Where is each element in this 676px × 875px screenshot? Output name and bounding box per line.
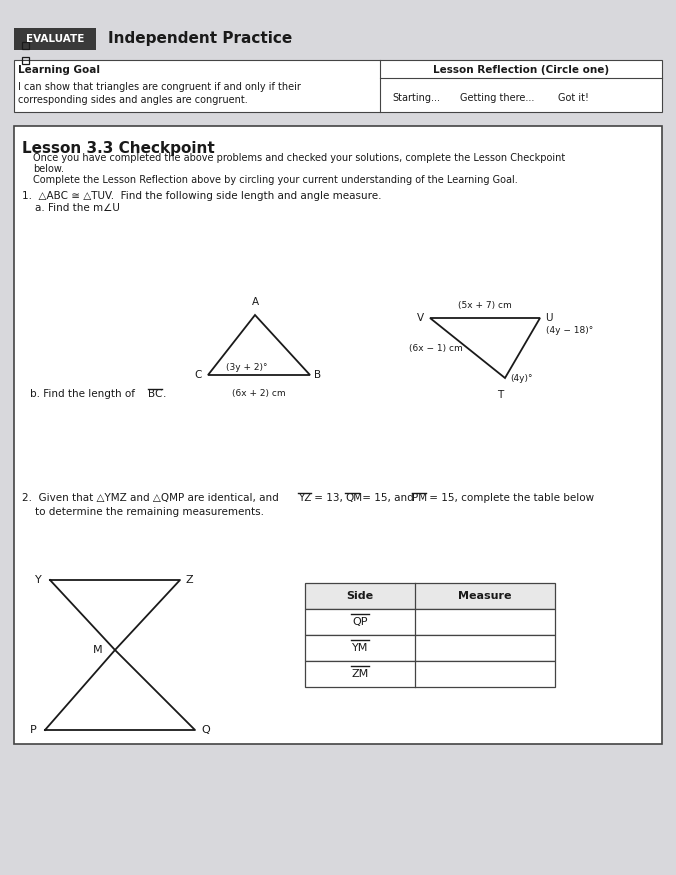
- Bar: [305, 609, 555, 635]
- Text: (6x − 1) cm: (6x − 1) cm: [409, 344, 462, 353]
- Text: = 15, complete the table below: = 15, complete the table below: [426, 493, 594, 503]
- Text: P: P: [30, 725, 37, 735]
- Text: Complete the Lesson Reflection above by circling your current understanding of t: Complete the Lesson Reflection above by …: [33, 175, 518, 185]
- Text: EVALUATE: EVALUATE: [26, 34, 84, 44]
- Text: Getting there...: Getting there...: [460, 93, 534, 103]
- Text: Learning Goal: Learning Goal: [18, 65, 100, 75]
- Text: Once you have completed the above problems and checked your solutions, complete : Once you have completed the above proble…: [33, 153, 565, 163]
- Text: A: A: [251, 297, 258, 307]
- Text: to determine the remaining measurements.: to determine the remaining measurements.: [22, 507, 264, 517]
- Bar: [22, 57, 29, 64]
- Text: ZM: ZM: [352, 669, 368, 679]
- Bar: [305, 583, 555, 609]
- Bar: [22, 41, 29, 48]
- Text: I can show that triangles are congruent if and only if their: I can show that triangles are congruent …: [18, 82, 301, 92]
- Text: below.: below.: [33, 164, 64, 174]
- Text: (3y + 2)°: (3y + 2)°: [226, 363, 268, 372]
- Text: Side: Side: [346, 591, 374, 601]
- Text: 2.  Given that △YMZ and △QMP are identical, and: 2. Given that △YMZ and △QMP are identica…: [22, 493, 282, 503]
- Text: Q: Q: [201, 725, 210, 735]
- Text: Lesson Reflection (Circle one): Lesson Reflection (Circle one): [433, 65, 609, 75]
- Text: PM: PM: [412, 493, 427, 503]
- Text: b. Find the length of: b. Find the length of: [30, 389, 139, 399]
- Text: (4y − 18)°: (4y − 18)°: [546, 326, 594, 335]
- Text: BC: BC: [148, 389, 162, 399]
- Bar: [14, 28, 96, 50]
- Text: (6x + 2) cm: (6x + 2) cm: [232, 389, 286, 398]
- Text: YZ: YZ: [298, 493, 312, 503]
- Text: a. Find the m∠U: a. Find the m∠U: [22, 203, 120, 213]
- Text: T: T: [497, 390, 503, 400]
- Text: B: B: [314, 370, 321, 380]
- Text: Independent Practice: Independent Practice: [108, 31, 292, 46]
- Text: Measure: Measure: [458, 591, 512, 601]
- Text: Z: Z: [186, 575, 193, 585]
- Text: Y: Y: [35, 575, 42, 585]
- Text: C: C: [195, 370, 202, 380]
- Text: = 13,: = 13,: [311, 493, 346, 503]
- Text: V: V: [417, 313, 424, 323]
- Text: Lesson 3.3 Checkpoint: Lesson 3.3 Checkpoint: [22, 141, 215, 156]
- Text: QP: QP: [352, 617, 368, 627]
- Text: U: U: [545, 313, 552, 323]
- Text: Starting...: Starting...: [392, 93, 440, 103]
- Text: Got it!: Got it!: [558, 93, 589, 103]
- Text: YM: YM: [352, 643, 368, 653]
- Bar: [305, 661, 555, 687]
- Text: 1.  △ABC ≅ △TUV.  Find the following side length and angle measure.: 1. △ABC ≅ △TUV. Find the following side …: [22, 191, 381, 201]
- Bar: [14, 60, 662, 112]
- Text: = 15, and: = 15, and: [359, 493, 417, 503]
- Text: (4y)°: (4y)°: [510, 374, 533, 383]
- Text: QM: QM: [345, 493, 362, 503]
- Text: M: M: [93, 645, 103, 655]
- Bar: [14, 126, 662, 744]
- Text: .: .: [163, 389, 166, 399]
- Text: (5x + 7) cm: (5x + 7) cm: [458, 301, 512, 310]
- Text: corresponding sides and angles are congruent.: corresponding sides and angles are congr…: [18, 95, 247, 105]
- Bar: [305, 635, 555, 661]
